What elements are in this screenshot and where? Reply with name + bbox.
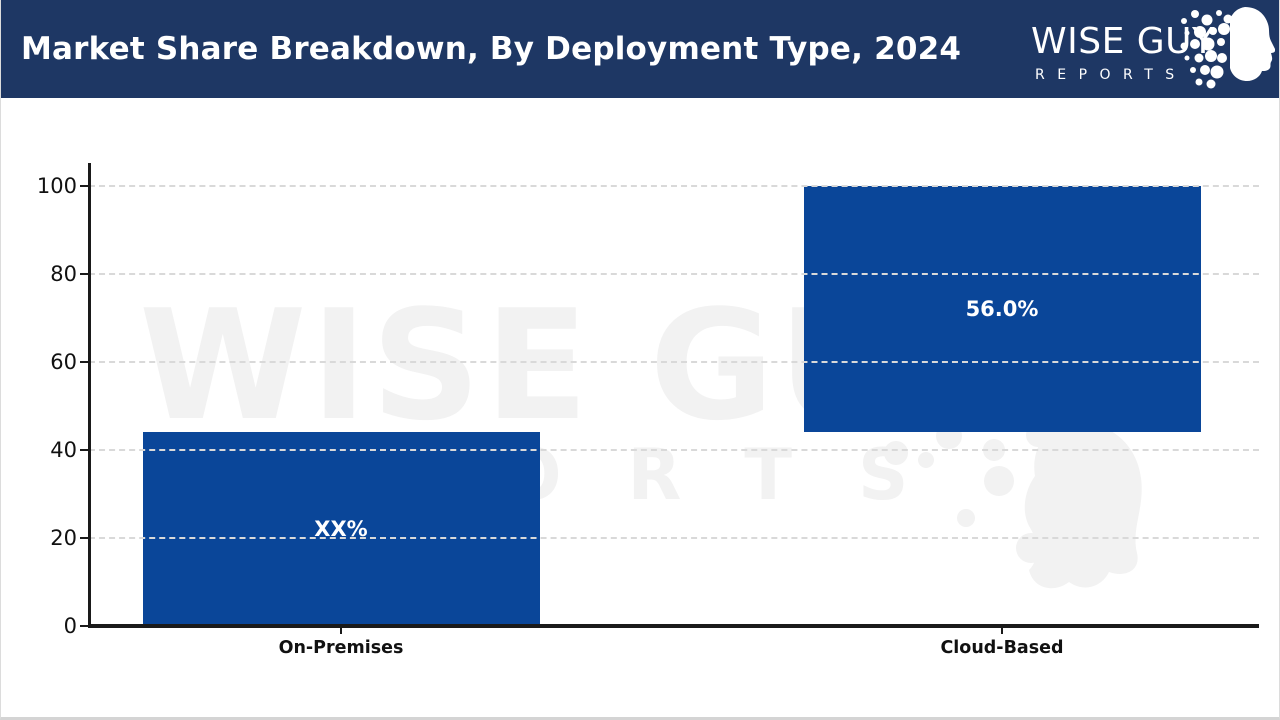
- gridline-60: [89, 361, 1259, 363]
- logo-face-profile: [1230, 7, 1276, 81]
- bar-value-label-1: XX%: [314, 517, 368, 542]
- bar-value-label-2: 56.0%: [965, 297, 1039, 322]
- logo-subtitle: REPORTS: [1035, 67, 1187, 83]
- header-bar: Market Share Breakdown, By Deployment Ty…: [1, 0, 1279, 98]
- x-axis-line: [88, 624, 1259, 628]
- gridline-40: [89, 449, 1259, 451]
- y-tick-80: [80, 273, 89, 275]
- y-tick-label-100: 100: [36, 174, 77, 198]
- watermark-face-dots: [884, 421, 1142, 589]
- y-tick-60: [80, 361, 89, 363]
- x-tick-2: [1001, 628, 1003, 634]
- bar-cloud-based: [803, 186, 1201, 433]
- gridline-80: [89, 273, 1259, 275]
- y-tick-40: [80, 449, 89, 451]
- y-tick-label-80: 80: [50, 262, 77, 286]
- gridline-100: [89, 185, 1259, 187]
- y-tick-label-20: 20: [50, 526, 77, 550]
- y-tick-label-40: 40: [50, 438, 77, 462]
- logo-face-dots-icon: [1180, 7, 1276, 89]
- watermark-face-blob: [1024, 421, 1142, 589]
- chart-title: Market Share Breakdown, By Deployment Ty…: [21, 31, 962, 67]
- y-tick-0: [80, 625, 89, 627]
- y-tick-label-60: 60: [50, 350, 77, 374]
- logo-wordmark: WISE GUY: [1031, 21, 1215, 62]
- x-axis-label-2: Cloud-Based: [940, 638, 1064, 658]
- y-tick-20: [80, 537, 89, 539]
- y-tick-100: [80, 185, 89, 187]
- wiseguy-logo: WISE GUY REPORTS: [1029, 5, 1276, 93]
- y-tick-label-0: 0: [63, 614, 77, 638]
- x-tick-1: [340, 628, 342, 634]
- x-axis-label-1: On-Premises: [278, 638, 404, 658]
- chart-area: WISE GUY REPORTS 0 20 40 60 80 100 XX% On-Premi…: [1, 98, 1279, 717]
- y-axis-line: [88, 163, 91, 628]
- bar-on-premises: [142, 432, 540, 626]
- gridline-20: [89, 537, 1259, 539]
- wiseguy-logo-graphic: WISE GUY REPORTS: [1031, 7, 1276, 89]
